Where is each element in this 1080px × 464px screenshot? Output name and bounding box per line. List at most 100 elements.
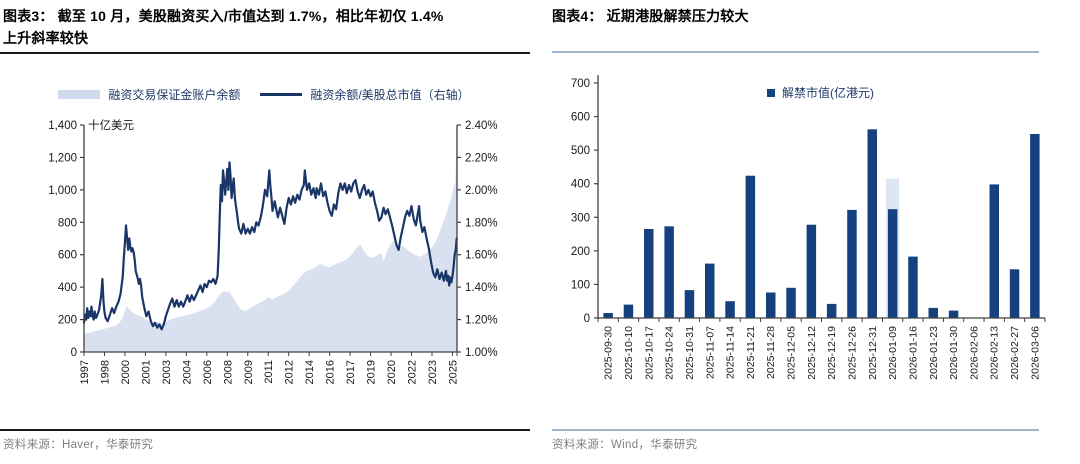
svg-text:2025: 2025	[447, 360, 459, 384]
svg-text:100: 100	[571, 279, 590, 291]
svg-text:2025-10-17: 2025-10-17	[643, 326, 655, 380]
line-legend-label: 融资余额/美股总市值（右轴）	[310, 88, 470, 102]
svg-text:2.40%: 2.40%	[465, 120, 498, 132]
left-title-rule	[0, 52, 530, 54]
bar-series	[603, 129, 1040, 318]
svg-text:2.20%: 2.20%	[465, 152, 498, 164]
bar	[644, 229, 654, 318]
svg-text:2011: 2011	[263, 360, 275, 384]
svg-text:2025-11-07: 2025-11-07	[704, 326, 716, 379]
svg-text:1.80%: 1.80%	[465, 217, 498, 229]
svg-text:2.00%: 2.00%	[465, 185, 498, 197]
svg-text:2025-12-19: 2025-12-19	[826, 326, 838, 380]
bar-legend-label: 解禁市值(亿港元)	[782, 86, 874, 100]
right-source-note: 资料来源：Wind，华泰研究	[552, 439, 698, 451]
svg-text:2025-11-14: 2025-11-14	[725, 326, 737, 379]
svg-text:200: 200	[571, 246, 590, 258]
svg-text:2023: 2023	[427, 360, 439, 384]
svg-text:2026-02-27: 2026-02-27	[1009, 326, 1021, 380]
right-axis-labels: 1.00% 1.20% 1.40% 1.60% 1.80% 2.00% 2.20% 2.40%	[457, 120, 498, 359]
bar	[623, 304, 634, 318]
bar	[887, 209, 898, 318]
y-axis-labels: 0 100 200 300 400 500 600 700	[571, 78, 598, 325]
left-source-note: 资料来源：Haver，华泰研究	[3, 439, 154, 451]
svg-text:2008: 2008	[222, 360, 234, 384]
svg-text:1.40%: 1.40%	[465, 282, 498, 294]
svg-text:2003: 2003	[161, 360, 173, 384]
svg-text:500: 500	[571, 145, 590, 157]
right-chart-title: 图表4： 近期港股解禁压力较大	[552, 8, 749, 24]
svg-text:600: 600	[58, 250, 77, 262]
svg-text:2025-11-21: 2025-11-21	[745, 326, 757, 379]
svg-text:800: 800	[58, 217, 77, 229]
bar	[603, 313, 613, 318]
svg-text:2004: 2004	[181, 360, 193, 384]
x-axis-labels: 1997 1998 2000 2001 2003 2004 2006 2008 2009 2011…	[79, 352, 459, 384]
svg-text:2000: 2000	[120, 360, 132, 384]
axes	[83, 125, 458, 353]
svg-text:2006: 2006	[202, 360, 214, 384]
svg-text:2009: 2009	[243, 360, 255, 384]
svg-text:2026-03-06: 2026-03-06	[1029, 326, 1041, 380]
bar	[908, 256, 918, 318]
right-footer-rule	[552, 429, 1039, 431]
bar	[766, 292, 776, 318]
svg-text:2025-10-10: 2025-10-10	[623, 326, 635, 380]
svg-text:2001: 2001	[140, 360, 152, 384]
right-title-rule	[552, 51, 1039, 53]
area-legend-swatch-icon	[58, 90, 101, 99]
line-legend-swatch-icon	[260, 93, 303, 96]
svg-text:2026-01-09: 2026-01-09	[887, 326, 899, 380]
lockup-market-value-chart: 0 100 200 300 400 500 600 700 2025-09-30 2025-10-…	[571, 75, 1046, 380]
bar	[745, 175, 756, 318]
svg-text:2012: 2012	[284, 360, 296, 384]
bar	[786, 287, 796, 318]
svg-text:2025-09-30: 2025-09-30	[603, 326, 615, 380]
svg-text:2026-02-13: 2026-02-13	[989, 326, 1001, 380]
svg-text:200: 200	[58, 315, 77, 327]
svg-text:2019: 2019	[366, 360, 378, 384]
svg-text:2022: 2022	[407, 360, 419, 384]
svg-text:2026-02-06: 2026-02-06	[968, 326, 980, 380]
svg-text:2017: 2017	[345, 360, 357, 384]
area-legend-label: 融资交易保证金账户余额	[108, 88, 241, 102]
svg-text:2014: 2014	[304, 360, 316, 384]
svg-text:2020: 2020	[386, 360, 398, 384]
svg-text:1997: 1997	[79, 360, 91, 384]
bar	[826, 303, 837, 318]
x-axis-labels: 2025-09-30 2025-10-10 2025-10-17 2025-10-24…	[597, 318, 1046, 380]
svg-text:2025-12-12: 2025-12-12	[806, 326, 818, 380]
bar	[948, 310, 959, 318]
svg-text:1.20%: 1.20%	[465, 315, 498, 327]
bar	[1030, 134, 1040, 318]
svg-text:2025-10-24: 2025-10-24	[664, 326, 676, 380]
bar	[705, 263, 715, 318]
area-series	[84, 136, 457, 352]
margin-balance-chart: 02004006008001,0001,2001,4001.00%1.20%1.…	[48, 118, 498, 384]
bar	[867, 129, 877, 318]
left-axis-labels: 0 200 400 600 800 1,000 1,200 1,400	[48, 120, 84, 359]
svg-text:1.60%: 1.60%	[465, 250, 498, 262]
svg-text:1,400: 1,400	[48, 120, 77, 132]
svg-text:700: 700	[571, 78, 590, 90]
svg-text:0: 0	[71, 347, 77, 359]
left-chart-legend: 融资交易保证金账户余额 融资余额/美股总市值（右轴）	[30, 86, 500, 103]
bar	[1009, 269, 1020, 318]
svg-text:300: 300	[571, 212, 590, 224]
svg-text:0: 0	[584, 313, 590, 325]
left-footer-rule	[0, 429, 530, 431]
svg-text:1998: 1998	[99, 360, 111, 384]
bar	[806, 224, 817, 318]
bar	[684, 290, 695, 318]
svg-text:2025-12-31: 2025-12-31	[867, 326, 879, 380]
svg-text:2025-11-28: 2025-11-28	[765, 326, 777, 379]
svg-text:1.00%: 1.00%	[465, 347, 498, 359]
svg-text:2026-01-23: 2026-01-23	[928, 326, 940, 380]
left-chart-title-line2: 上升斜率较快	[3, 30, 89, 46]
bar-legend-swatch-icon	[767, 88, 775, 97]
right-chart-legend: 解禁市值(亿港元)	[598, 84, 1045, 101]
svg-text:400: 400	[571, 179, 590, 191]
line-series	[82, 161, 458, 331]
svg-text:2026-01-16: 2026-01-16	[907, 326, 919, 380]
